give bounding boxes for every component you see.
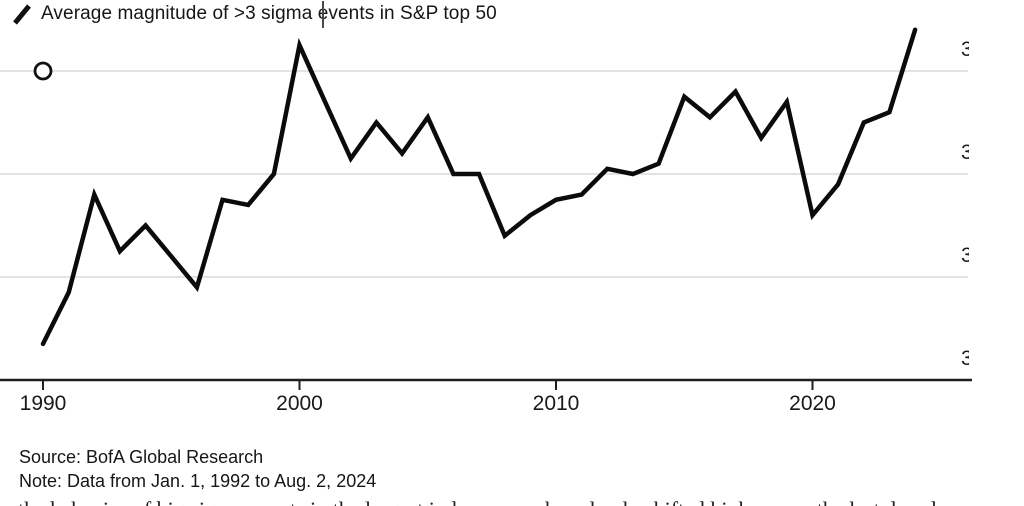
x-axis-label: 2020	[789, 392, 836, 415]
diagonal-line-icon	[13, 4, 31, 25]
cropped-paragraph-text: the behavior of big sigma events in the …	[18, 497, 1024, 506]
open-circle-marker	[33, 61, 53, 81]
note-text: Note: Data from Jan. 1, 1992 to Aug. 2, …	[19, 471, 377, 491]
data-line	[40, 27, 918, 347]
x-axis-label: 1990	[19, 392, 67, 415]
x-axis-label: 2000	[276, 392, 323, 415]
y-axis-label: 3	[961, 347, 969, 370]
y-axis-label: 3	[961, 141, 969, 164]
chart-footer: Source: BofA Global Research Note: Data …	[19, 445, 376, 493]
text-cursor	[322, 1, 324, 28]
source-text: Source: BofA Global Research	[19, 447, 264, 467]
y-axis-label: 3	[961, 38, 969, 61]
y-axis-label: 3	[961, 244, 969, 267]
chart-legend: Average magnitude of >3 sigma events in …	[12, 2, 497, 26]
cropped-paragraph: the behavior of big sigma events in the …	[18, 495, 1024, 506]
chart-title: Average magnitude of >3 sigma events in …	[41, 3, 497, 24]
x-axis-label: 2010	[532, 392, 580, 415]
